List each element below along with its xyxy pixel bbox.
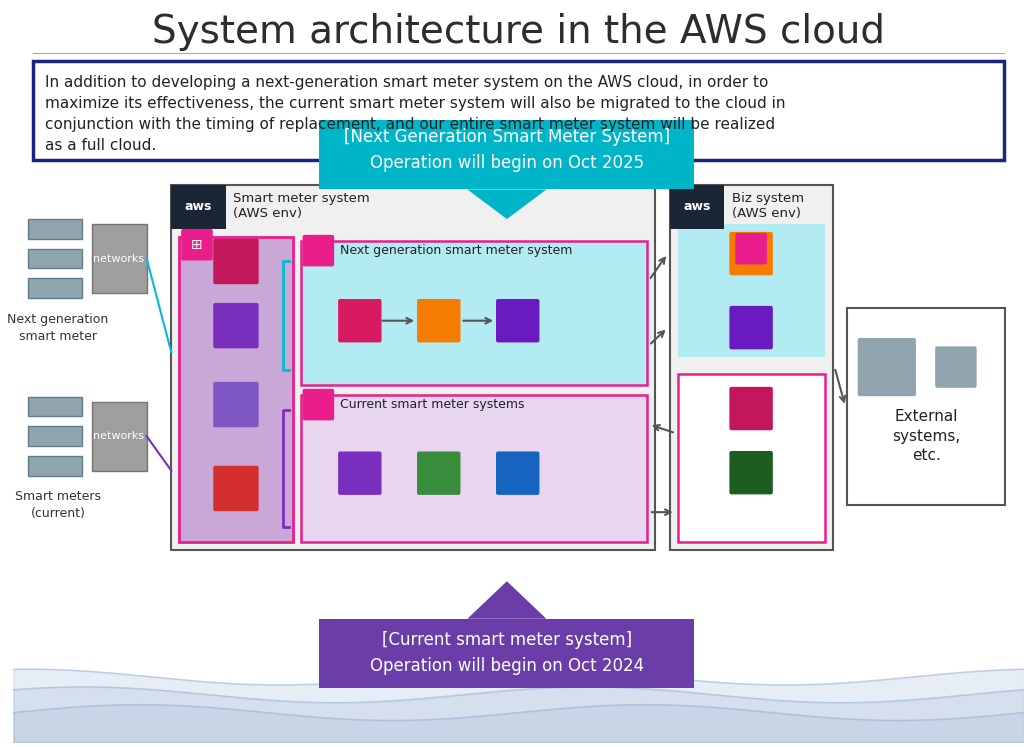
Bar (847, 308, 1006, 505)
FancyBboxPatch shape (729, 387, 773, 430)
Text: Smart meter system
(AWS env): Smart meter system (AWS env) (233, 192, 371, 220)
Bar (92, 224, 146, 293)
Text: networks: networks (93, 253, 144, 264)
Text: External
systems,
etc.: External systems, etc. (892, 409, 961, 463)
Text: Next generation
smart meter: Next generation smart meter (7, 312, 109, 343)
Bar (29, 219, 83, 239)
Bar (670, 185, 724, 229)
FancyBboxPatch shape (302, 388, 334, 421)
FancyBboxPatch shape (213, 382, 259, 427)
Bar (29, 397, 83, 416)
FancyBboxPatch shape (935, 347, 977, 388)
FancyBboxPatch shape (338, 299, 382, 342)
Bar (29, 249, 83, 268)
FancyBboxPatch shape (417, 299, 461, 342)
Text: System architecture in the AWS cloud: System architecture in the AWS cloud (153, 13, 885, 51)
FancyBboxPatch shape (213, 303, 259, 348)
FancyBboxPatch shape (858, 338, 915, 396)
Text: Biz system
(AWS env): Biz system (AWS env) (732, 192, 804, 220)
Text: aws: aws (184, 200, 212, 213)
FancyBboxPatch shape (181, 229, 213, 261)
Bar (29, 279, 83, 298)
Text: In addition to developing a next-generation smart meter system on the AWS cloud,: In addition to developing a next-generat… (45, 75, 785, 153)
FancyBboxPatch shape (302, 235, 334, 267)
FancyBboxPatch shape (496, 451, 540, 495)
Bar (171, 185, 655, 550)
FancyBboxPatch shape (496, 299, 540, 342)
Text: Next generation smart meter system: Next generation smart meter system (340, 244, 572, 257)
Bar (29, 456, 83, 476)
Text: Smart meters
(current): Smart meters (current) (14, 490, 100, 520)
Bar (678, 224, 824, 357)
Text: networks: networks (93, 431, 144, 441)
FancyBboxPatch shape (735, 233, 767, 264)
Polygon shape (467, 190, 547, 219)
Text: ⊞: ⊞ (191, 238, 203, 252)
FancyBboxPatch shape (213, 239, 259, 284)
Bar (29, 427, 83, 446)
FancyBboxPatch shape (213, 466, 259, 511)
Bar (301, 394, 647, 542)
FancyBboxPatch shape (729, 306, 773, 350)
Text: [Next Generation Smart Meter System]
Operation will begin on Oct 2025: [Next Generation Smart Meter System] Ope… (344, 128, 670, 172)
Polygon shape (467, 581, 547, 619)
Text: aws: aws (683, 200, 711, 213)
Bar (171, 185, 225, 229)
FancyBboxPatch shape (417, 451, 461, 495)
Text: [Current smart meter system]
Operation will begin on Oct 2024: [Current smart meter system] Operation w… (370, 631, 644, 675)
FancyBboxPatch shape (729, 451, 773, 495)
Text: Current smart meter systems: Current smart meter systems (340, 398, 524, 411)
Bar (670, 185, 833, 550)
Bar (33, 61, 1005, 160)
Bar (301, 241, 647, 385)
FancyBboxPatch shape (338, 451, 382, 495)
Bar (319, 120, 694, 190)
Bar (678, 374, 824, 542)
Bar (319, 619, 694, 688)
Bar (92, 402, 146, 471)
Bar (179, 237, 293, 542)
FancyBboxPatch shape (729, 232, 773, 276)
